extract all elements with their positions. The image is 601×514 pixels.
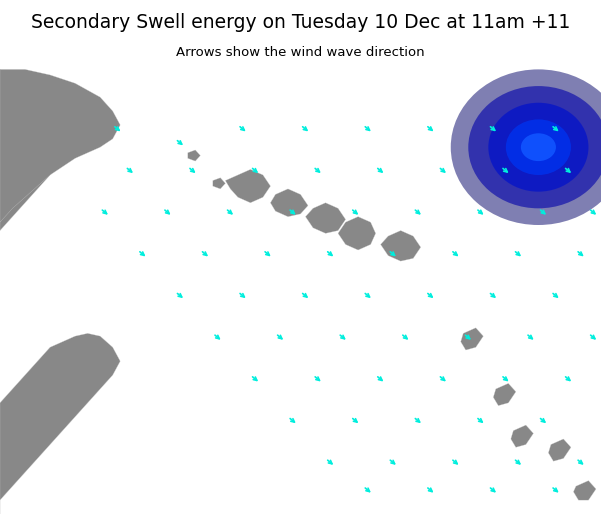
Polygon shape [305,203,346,233]
Text: Secondary Swell energy on Tuesday 10 Dec at 11am +11: Secondary Swell energy on Tuesday 10 Dec… [31,13,570,32]
Polygon shape [461,328,483,350]
Polygon shape [0,334,120,514]
Ellipse shape [506,119,571,175]
Ellipse shape [521,133,556,161]
Polygon shape [0,69,58,231]
Polygon shape [213,178,225,189]
Ellipse shape [468,86,601,208]
Polygon shape [511,425,534,447]
Polygon shape [338,217,376,250]
Polygon shape [188,150,200,161]
Polygon shape [380,231,421,261]
Polygon shape [493,383,516,406]
Polygon shape [573,481,596,500]
Polygon shape [225,170,270,203]
Text: Arrows show the wind wave direction: Arrows show the wind wave direction [176,46,425,59]
Ellipse shape [489,103,588,192]
Polygon shape [548,439,571,461]
Polygon shape [270,189,308,217]
Polygon shape [0,69,120,222]
Ellipse shape [451,69,601,225]
